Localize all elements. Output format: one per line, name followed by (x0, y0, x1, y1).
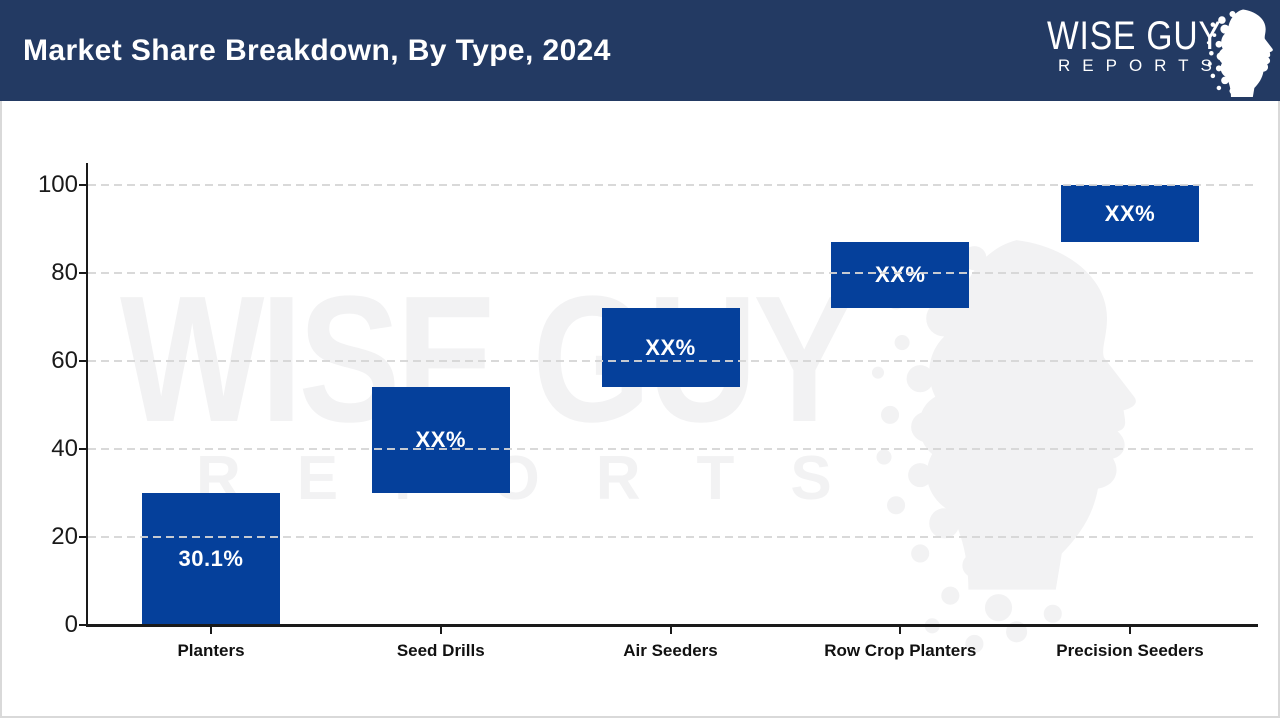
x-category-label: Planters (177, 641, 245, 660)
bar-value-label: XX% (415, 426, 466, 452)
bar-planters: 30.1% (142, 492, 280, 625)
content-border (0, 101, 1280, 718)
x-tick-3 (899, 627, 902, 634)
y-tick-label-0: 0 (64, 611, 78, 638)
x-category-label: Air Seeders (623, 641, 718, 660)
gridline-20 (88, 536, 1256, 538)
x-tick-0 (210, 627, 212, 634)
x-axis-line (86, 624, 1258, 627)
brand-face-icon (1206, 9, 1273, 97)
gridline-80 (88, 272, 1256, 274)
y-tick-60 (79, 360, 86, 362)
x-tick-2 (669, 627, 672, 634)
header-bar: Market Share Breakdown, By Type, 2024 WI… (0, 0, 1280, 101)
y-tick-20 (79, 536, 86, 538)
brand-subtitle-text: REPORTS (1058, 56, 1224, 75)
y-tick-label-100: 100 (37, 171, 78, 198)
y-tick-0 (79, 624, 86, 626)
brand-name-text: WISE GUY (1047, 14, 1222, 58)
bar-value-label: XX% (1104, 200, 1156, 226)
y-tick-label-80: 80 (51, 259, 78, 286)
bar-value-label: 30.1% (178, 545, 244, 571)
bar-precision-seeders: XX% (1061, 185, 1199, 243)
bar-value-label: XX% (875, 262, 926, 288)
gridline-60 (88, 360, 1256, 362)
x-tick-1 (439, 627, 442, 634)
watermark-subtitle-text: REPORTS (196, 444, 888, 513)
x-tick-4 (1129, 627, 1131, 634)
plot-area: 0 20 40 60 80 100 30.1% XX% XX% XX% XX% Planters See… (0, 101, 1280, 720)
y-axis-line (86, 163, 88, 626)
x-category-label: Precision Seeders (1056, 641, 1204, 660)
bar-seed-drills: XX% (371, 387, 510, 493)
bar-row-crop-planters: XX% (831, 242, 970, 309)
gridline-40 (88, 448, 1256, 450)
chart-title: Market Share Breakdown, By Type, 2024 (23, 33, 611, 67)
x-category-label: Row Crop Planters (824, 641, 977, 660)
y-tick-80 (79, 272, 86, 274)
y-tick-40 (79, 448, 86, 450)
y-tick-label-60: 60 (51, 347, 78, 374)
bar-value-label: XX% (645, 334, 696, 360)
bar-air-seeders: XX% (601, 308, 740, 388)
x-category-label: Seed Drills (396, 641, 485, 660)
gridline-100 (88, 184, 1256, 186)
y-tick-label-20: 20 (51, 523, 78, 550)
y-tick-100 (79, 184, 86, 186)
y-tick-label-40: 40 (51, 435, 78, 462)
